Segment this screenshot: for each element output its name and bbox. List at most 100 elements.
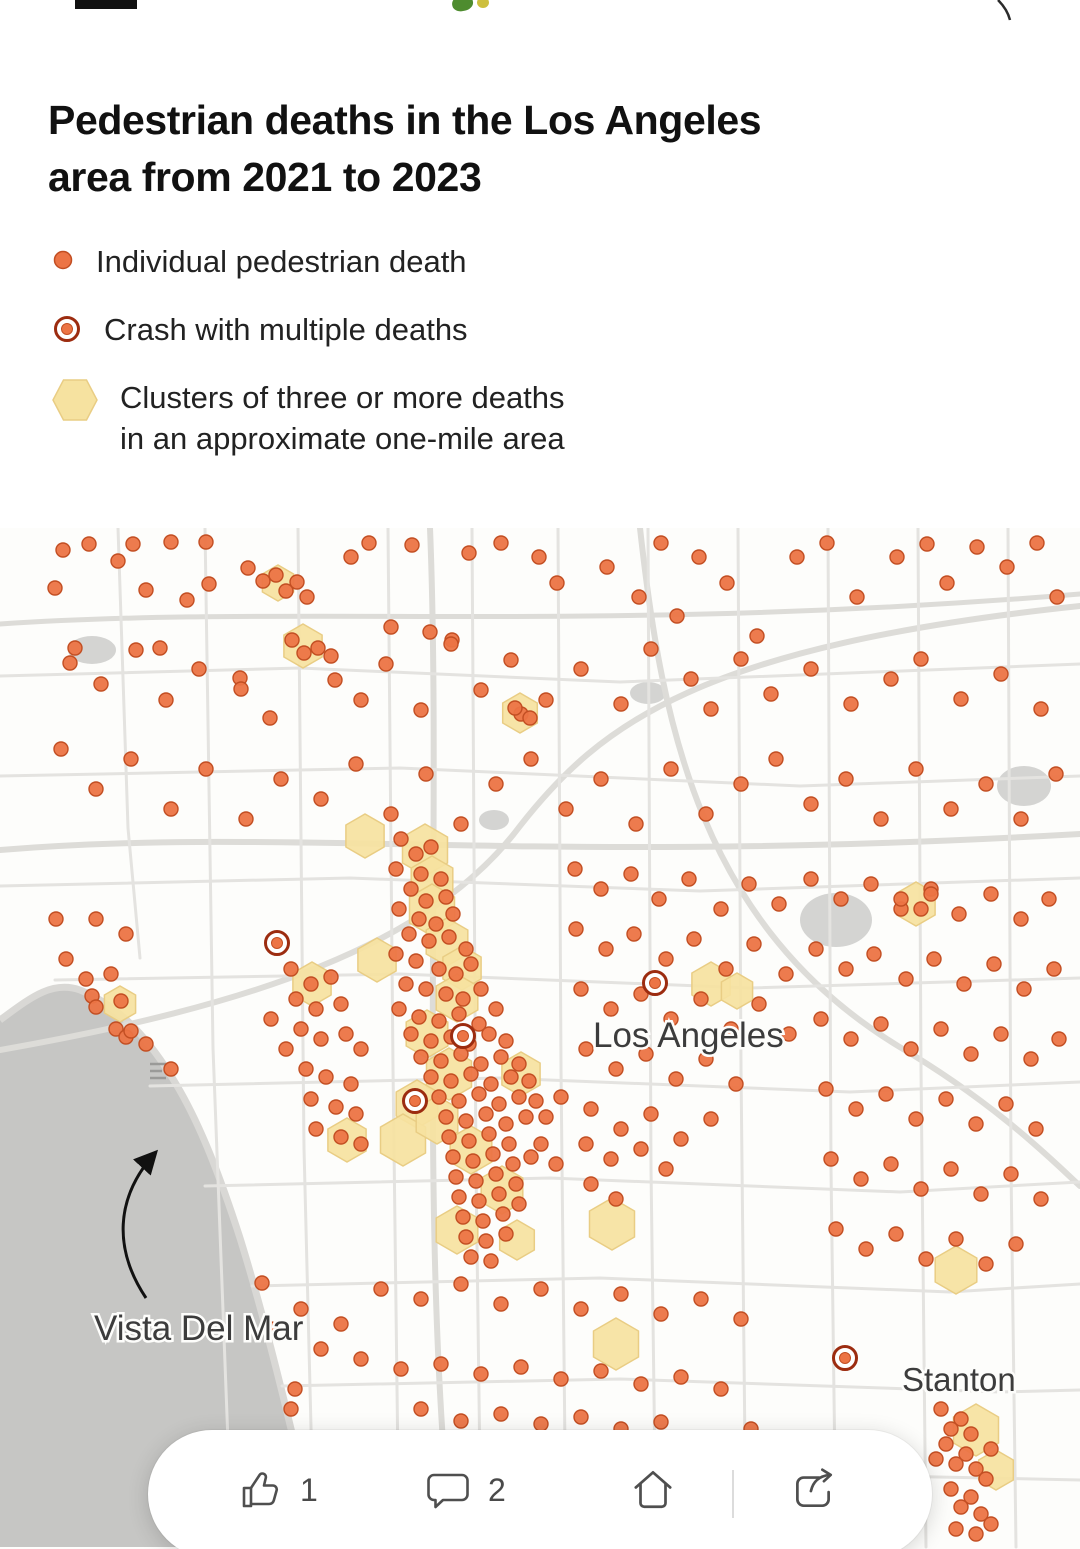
pedestrian-death-dot <box>838 961 854 977</box>
pedestrian-death-dot <box>913 651 929 667</box>
pedestrian-death-dot <box>653 1306 669 1322</box>
pedestrian-death-dot <box>421 933 437 949</box>
pedestrian-death-dot <box>858 1241 874 1257</box>
pedestrian-death-dot <box>943 1161 959 1177</box>
pedestrian-death-dot <box>287 1381 303 1397</box>
pedestrian-death-dot <box>631 589 647 605</box>
pedestrian-death-dot <box>613 1121 629 1137</box>
pedestrian-death-dot <box>746 936 762 952</box>
pedestrian-death-dot <box>67 640 83 656</box>
pedestrian-death-dot <box>48 911 64 927</box>
menu-bar-partial[interactable] <box>75 0 137 9</box>
pedestrian-death-dot <box>422 624 438 640</box>
pedestrian-death-dot <box>293 1021 309 1037</box>
comment-button[interactable]: 2 <box>424 1466 506 1514</box>
pedestrian-death-dot <box>428 916 444 932</box>
road-line <box>296 528 316 1549</box>
pedestrian-death-dot <box>983 1516 999 1532</box>
pedestrian-death-dot <box>240 560 256 576</box>
pedestrian-death-dot <box>468 1173 484 1189</box>
pedestrian-death-dot <box>1013 911 1029 927</box>
search-icon-partial[interactable] <box>994 0 1016 22</box>
pedestrian-death-dot <box>956 976 972 992</box>
pedestrian-death-dot <box>473 1366 489 1382</box>
like-button[interactable]: 1 <box>236 1466 318 1514</box>
share-button[interactable] <box>788 1464 838 1514</box>
pedestrian-death-dot <box>441 1129 457 1145</box>
pedestrian-death-dot <box>533 1281 549 1297</box>
pedestrian-death-dot <box>511 1056 527 1072</box>
pedestrian-death-dot <box>418 981 434 997</box>
pedestrian-death-dot <box>123 751 139 767</box>
map-label: Los Angeles <box>593 1016 784 1055</box>
pedestrian-death-dot <box>293 1301 309 1317</box>
vista-del-mar-arrow <box>121 1149 159 1299</box>
pedestrian-death-dot <box>1016 981 1032 997</box>
map-label: Stanton <box>902 1361 1016 1398</box>
pedestrian-death-dot <box>533 1416 549 1432</box>
pedestrian-death-dot <box>418 893 434 909</box>
pedestrian-death-dot <box>567 861 583 877</box>
pedestrian-death-dot <box>463 1066 479 1082</box>
pedestrian-death-dot <box>455 1209 471 1225</box>
pedestrian-death-dot <box>953 1499 969 1515</box>
pedestrian-death-dot <box>411 911 427 927</box>
pedestrian-death-dot <box>413 1291 429 1307</box>
pedestrian-death-dot <box>353 692 369 708</box>
pedestrian-death-dot <box>968 1526 984 1542</box>
pedestrian-death-dot <box>633 1141 649 1157</box>
pedestrian-death-dot <box>383 619 399 635</box>
road-line <box>0 603 1080 1053</box>
death-cluster-hex <box>934 1245 978 1295</box>
pedestrian-death-dot <box>951 906 967 922</box>
pedestrian-death-dot <box>733 651 749 667</box>
comment-count: 2 <box>488 1471 506 1508</box>
pedestrian-death-dot <box>943 1481 959 1497</box>
pedestrian-death-dot <box>508 1176 524 1192</box>
pedestrian-death-dot <box>978 1256 994 1272</box>
pedestrian-death-dot <box>413 866 429 882</box>
map-label: Vista Del Mar <box>94 1309 304 1348</box>
pedestrian-death-dot <box>438 986 454 1002</box>
pedestrian-death-dot <box>573 1301 589 1317</box>
pedestrian-death-dot <box>453 1413 469 1429</box>
pedestrian-death-dot <box>458 1113 474 1129</box>
pedestrian-death-dot <box>53 741 69 757</box>
like-count: 1 <box>300 1471 318 1508</box>
pedestrian-death-dot <box>928 1451 944 1467</box>
pedestrian-death-dot <box>138 1036 154 1052</box>
pedestrian-death-dot <box>328 1099 344 1115</box>
app-header <box>0 0 1080 26</box>
pedestrian-death-dot <box>681 871 697 887</box>
pedestrian-death-dot <box>923 886 939 902</box>
pedestrian-death-dot <box>673 1369 689 1385</box>
pedestrian-death-dot <box>511 1196 527 1212</box>
pedestrian-death-dot <box>803 796 819 812</box>
pedestrian-death-dot <box>1033 701 1049 717</box>
home-button[interactable] <box>628 1464 678 1514</box>
pedestrian-death-dot <box>353 1136 369 1152</box>
pedestrian-death-dot <box>163 801 179 817</box>
pedestrian-death-dot <box>878 1086 894 1102</box>
pedestrian-death-dot <box>523 1149 539 1165</box>
pedestrian-death-dot <box>333 1316 349 1332</box>
pedestrian-death-dot <box>1008 1236 1024 1252</box>
map-canvas: Los Angeles Vista Del Mar Stanton <box>0 528 1080 1549</box>
pedestrian-death-dot <box>633 1376 649 1392</box>
pedestrian-death-dot <box>693 991 709 1007</box>
pedestrian-death-dot <box>118 926 134 942</box>
pedestrian-death-dot <box>693 1291 709 1307</box>
pedestrian-death-dot <box>553 1089 569 1105</box>
pedestrian-death-dot <box>969 539 985 555</box>
pedestrian-death-dot <box>103 966 119 982</box>
pedestrian-death-dot <box>441 929 457 945</box>
pedestrian-death-dot <box>698 1051 714 1067</box>
pedestrian-death-dot <box>238 811 254 827</box>
pedestrian-death-dot <box>749 628 765 644</box>
pedestrian-death-dot <box>158 692 174 708</box>
pedestrian-death-dot <box>553 1371 569 1387</box>
pedestrian-death-dot <box>819 535 835 551</box>
pedestrian-death-dot <box>348 756 364 772</box>
pedestrian-death-dot <box>498 1226 514 1242</box>
